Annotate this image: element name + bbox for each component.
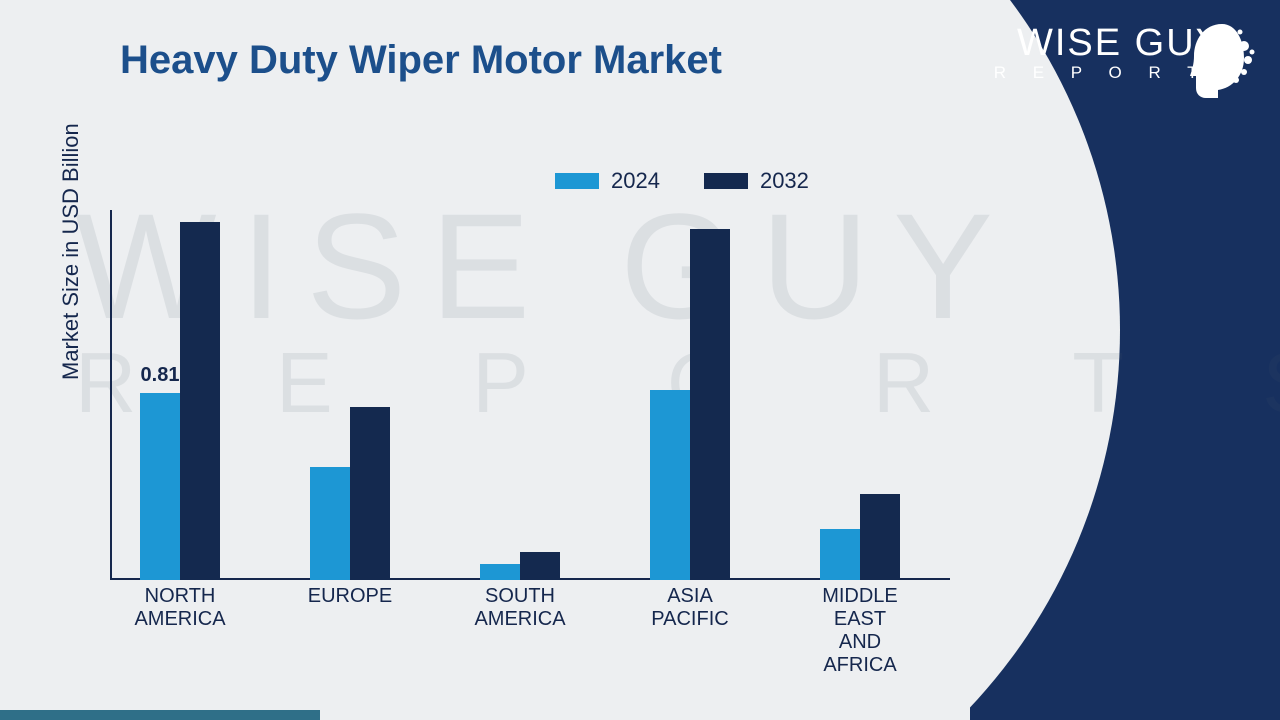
legend-label-2032: 2032 <box>760 168 809 194</box>
category-label: MIDDLEEASTANDAFRICA <box>780 585 940 677</box>
legend-item-2024: 2024 <box>555 168 660 194</box>
bar-2024 <box>650 390 690 580</box>
bottom-accent-bar <box>0 710 320 720</box>
bar-2032 <box>860 494 900 580</box>
y-axis-label: Market Size in USD Billion <box>58 123 84 380</box>
bar-group <box>480 552 560 580</box>
category-label: EUROPE <box>270 585 430 608</box>
page-root: WISE GUY R E P O R T S WISE GUY R E P O … <box>0 0 1280 720</box>
bar-group <box>650 229 730 581</box>
category-label: SOUTHAMERICA <box>440 585 600 631</box>
legend: 2024 2032 <box>555 168 809 194</box>
bar-2032 <box>520 552 560 580</box>
bar-group <box>310 407 390 580</box>
bar-2032 <box>690 229 730 581</box>
bar-2032 <box>180 222 220 580</box>
bar-2032 <box>350 407 390 580</box>
y-axis-line <box>110 210 112 580</box>
legend-item-2032: 2032 <box>704 168 809 194</box>
bar-group <box>820 494 900 580</box>
bar-2024: 0.81 <box>140 393 180 580</box>
bar-value-label: 0.81 <box>141 364 180 387</box>
brand-head-icon <box>1186 20 1258 102</box>
category-label: NORTHAMERICA <box>100 585 260 631</box>
category-label: ASIAPACIFIC <box>610 585 770 631</box>
bar-2024 <box>820 529 860 580</box>
chart-title: Heavy Duty Wiper Motor Market <box>120 38 722 83</box>
bar-2024 <box>310 467 350 580</box>
legend-swatch-2032 <box>704 173 748 189</box>
legend-label-2024: 2024 <box>611 168 660 194</box>
chart-area: 0.81NORTHAMERICAEUROPESOUTHAMERICAASIAPA… <box>110 210 950 580</box>
legend-swatch-2024 <box>555 173 599 189</box>
bar-2024 <box>480 564 520 580</box>
bar-group: 0.81 <box>140 222 220 580</box>
